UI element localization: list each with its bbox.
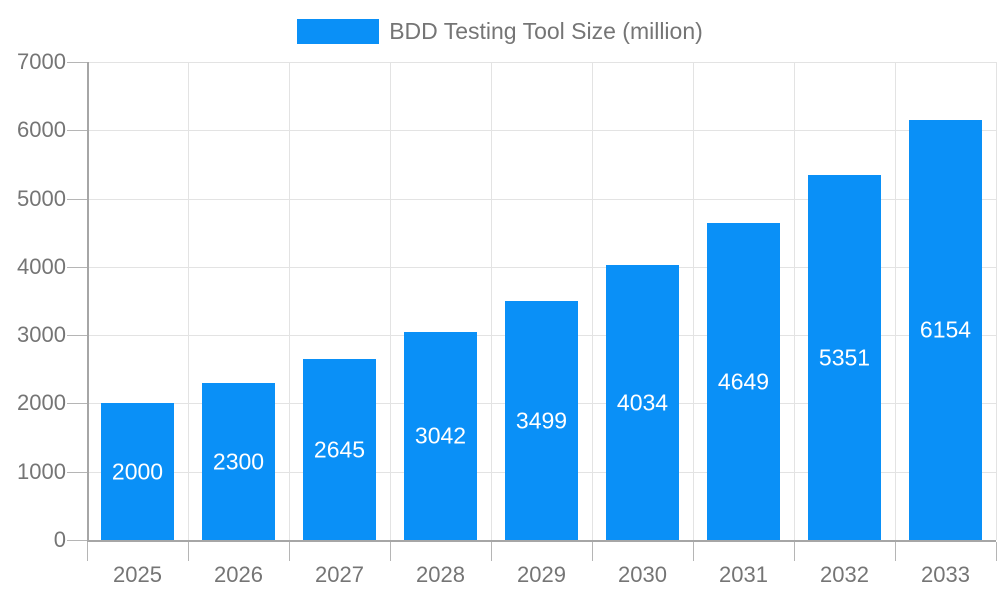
bar-value-label: 2000 [111, 458, 164, 484]
x-axis-label: 2030 [618, 562, 667, 587]
bar-2025[interactable]: 2000 [101, 403, 174, 540]
bar-value-label: 4649 [717, 368, 770, 394]
y-axis-label: 3000 [17, 322, 66, 347]
bar-2027[interactable]: 2645 [303, 359, 376, 540]
bar-value-label: 5351 [818, 344, 871, 370]
bar-2031[interactable]: 4649 [707, 223, 780, 540]
bar-2029[interactable]: 3499 [505, 301, 578, 540]
y-axis-label: 5000 [17, 186, 66, 211]
y-axis-label: 6000 [17, 117, 66, 142]
bar-value-label: 2300 [212, 448, 265, 474]
y-axis-tick [67, 472, 87, 473]
bar-2030[interactable]: 4034 [606, 265, 679, 540]
bar-2026[interactable]: 2300 [202, 383, 275, 540]
gridline-vertical [491, 62, 492, 540]
gridline-vertical [895, 62, 896, 540]
gridline-horizontal [87, 130, 996, 131]
gridline-vertical [289, 62, 290, 540]
x-axis-tick [996, 542, 997, 561]
bar-2033[interactable]: 6154 [909, 120, 982, 540]
gridline-horizontal [87, 199, 996, 200]
y-axis-label: 2000 [17, 390, 66, 415]
gridline-vertical [188, 62, 189, 540]
x-axis-label: 2033 [921, 562, 970, 587]
x-axis-tick [693, 542, 694, 561]
x-axis-tick [491, 542, 492, 561]
y-axis-line [87, 62, 89, 542]
bar-value-label: 3499 [515, 407, 568, 433]
y-axis-tick [67, 540, 87, 541]
x-axis-tick [592, 542, 593, 561]
bar-2032[interactable]: 5351 [808, 175, 881, 540]
y-axis-tick [67, 267, 87, 268]
y-axis-tick [67, 335, 87, 336]
legend-swatch-icon [297, 19, 380, 44]
y-axis-label: 4000 [17, 254, 66, 279]
x-axis-tick [289, 542, 290, 561]
gridline-vertical [794, 62, 795, 540]
x-axis-tick [390, 542, 391, 561]
gridline-vertical [592, 62, 593, 540]
y-axis-label: 7000 [17, 49, 66, 74]
gridline-horizontal [87, 62, 996, 63]
gridline-vertical [390, 62, 391, 540]
x-axis-label: 2031 [719, 562, 768, 587]
gridline-horizontal [87, 267, 996, 268]
gridline-vertical [693, 62, 694, 540]
y-axis-label: 1000 [17, 459, 66, 484]
x-axis-tick [87, 542, 88, 561]
legend[interactable]: BDD Testing Tool Size (million) [0, 19, 1000, 44]
x-axis-label: 2032 [820, 562, 869, 587]
x-axis-label: 2025 [113, 562, 162, 587]
x-axis-label: 2027 [315, 562, 364, 587]
y-axis-tick [67, 403, 87, 404]
x-axis-label: 2029 [517, 562, 566, 587]
plot-area: 0 1000 2000 3000 4000 5000 6000 7000 2000 2025 230… [17, 49, 997, 587]
gridline-vertical [996, 62, 997, 540]
x-axis-tick [895, 542, 896, 561]
x-axis-label: 2028 [416, 562, 465, 587]
bar-2028[interactable]: 3042 [404, 332, 477, 540]
y-axis-tick [67, 199, 87, 200]
y-axis-tick [67, 62, 87, 63]
x-axis-tick [188, 542, 189, 561]
x-axis-tick [794, 542, 795, 561]
bar-value-label: 3042 [414, 422, 467, 449]
y-axis-tick [67, 130, 87, 131]
x-axis-label: 2026 [214, 562, 263, 587]
x-axis-line [87, 540, 996, 542]
legend-label: BDD Testing Tool Size (million) [389, 18, 703, 44]
bar-value-label: 2645 [313, 436, 366, 462]
y-axis-label: 0 [53, 527, 66, 552]
bar-value-label: 6154 [919, 316, 972, 343]
bar-value-label: 4034 [616, 389, 669, 415]
